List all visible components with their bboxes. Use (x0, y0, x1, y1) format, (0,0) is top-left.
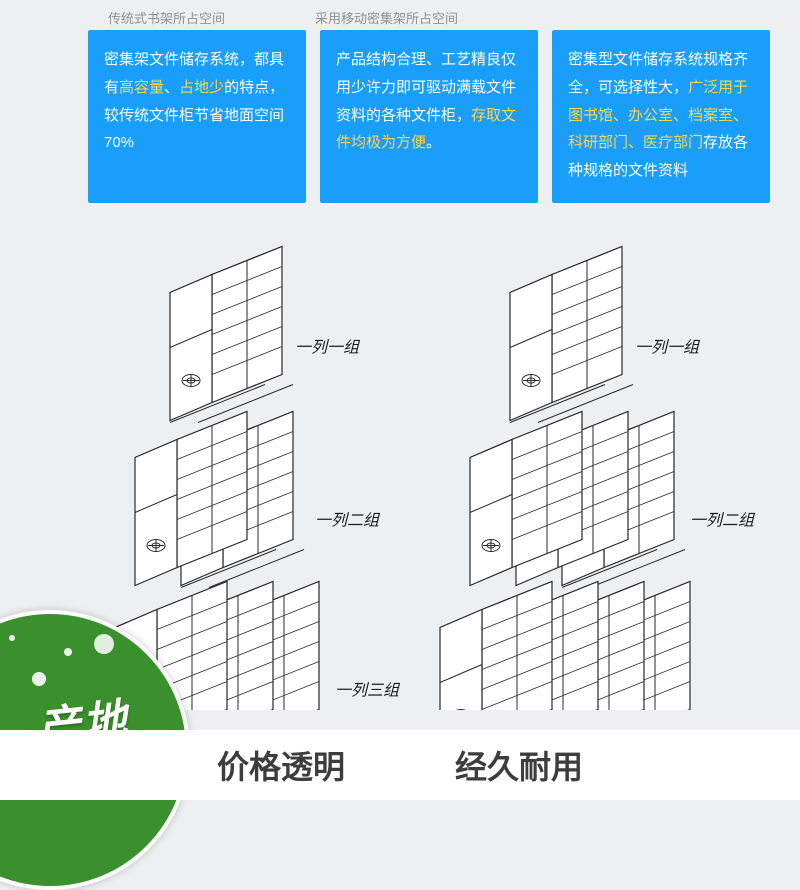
diagram-row2-right (470, 412, 685, 588)
bottom-left-text: 价格透明 (217, 742, 345, 788)
row3-label-left: 一列三组 (335, 682, 401, 700)
bottom-right-text: 经久耐用 (455, 742, 583, 788)
bottom-bar: 价格透明 经久耐用 (0, 730, 800, 800)
feature-card-2: 产品结构合理、工艺精良仅用少许力即可驱动满载文件资料的各种文件柜，存取文件均极为… (320, 30, 538, 203)
feature-card-3: 密集型文件储存系统规格齐全，可选择性大，广泛用于图书馆、办公室、档案室、科研部门… (552, 30, 770, 203)
row2-label-right: 一列二组 (690, 512, 756, 530)
comparison-header: 传统式书架所占空间 采用移动密集架所占空间 (108, 8, 740, 27)
feature-card-row: 密集架文件储存系统，都具有高容量、占地少的特点，较传统文件柜节省地面空间70% … (88, 30, 770, 203)
header-mobile: 采用移动密集架所占空间 (315, 8, 458, 27)
row2-label-left: 一列二组 (315, 512, 381, 530)
feature-card-1: 密集架文件储存系统，都具有高容量、占地少的特点，较传统文件柜节省地面空间70% (88, 30, 306, 203)
row1-label-right: 一列一组 (635, 339, 701, 357)
header-traditional: 传统式书架所占空间 (108, 8, 225, 27)
diagram-row1-right (510, 247, 633, 423)
row1-label-left: 一列一组 (295, 339, 361, 357)
diagram-row1-left (170, 247, 293, 423)
diagram-row3-right (440, 582, 701, 711)
